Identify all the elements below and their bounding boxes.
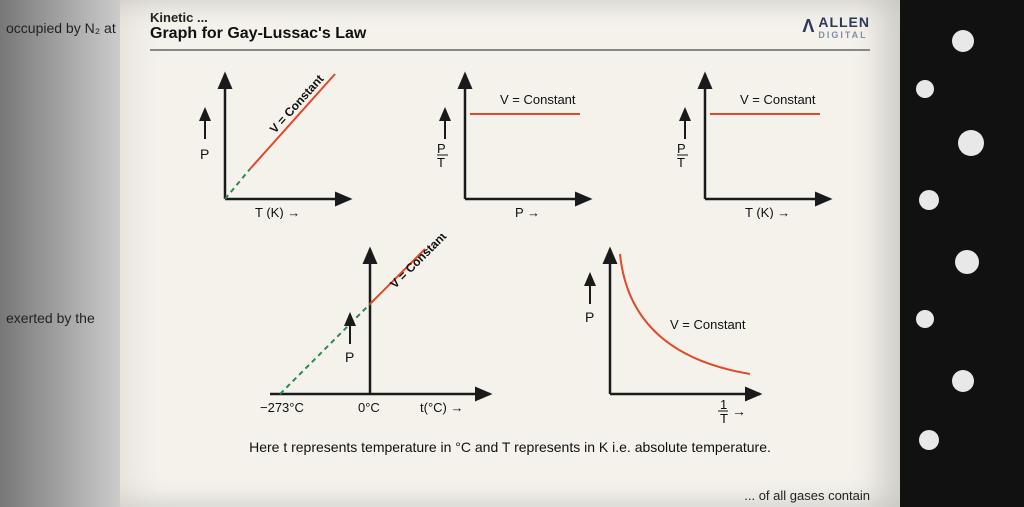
- logo: Λ ALLEN DIGITAL: [802, 14, 870, 40]
- x0-label: 0°C: [358, 400, 380, 415]
- margin-text-2: exerted by the: [6, 310, 95, 326]
- logo-mark-icon: Λ: [802, 16, 814, 37]
- line-label: V = Constant: [387, 234, 449, 291]
- line-label: V = Constant: [740, 92, 816, 107]
- y-label: P: [585, 309, 594, 325]
- svg-text:T: T: [720, 411, 728, 424]
- chart-p-vs-1t: V = Constant P 1 T →: [560, 234, 780, 429]
- chart-p-vs-tk: V = Constant P T (K) →: [175, 59, 365, 224]
- cutoff-text: ... of all gases contain: [744, 488, 870, 503]
- line-label: V = Constant: [670, 317, 746, 332]
- margin-text-1: occupied by N₂ at: [6, 20, 116, 36]
- svg-text:T: T: [677, 155, 685, 170]
- x-label: T (K) →: [745, 205, 790, 219]
- line-label: V = Constant: [500, 92, 576, 107]
- caption-text: Here t represents temperature in °C and …: [150, 439, 870, 455]
- chart-svg: V = Constant P T P →: [415, 59, 605, 219]
- left-margin: occupied by N₂ at exerted by the: [0, 0, 120, 507]
- y-label: P: [345, 349, 354, 365]
- xneg-label: −273°C: [260, 400, 304, 415]
- page-title: Graph for Gay-Lussac's Law: [150, 25, 366, 43]
- x-label: T (K) →: [255, 205, 300, 219]
- logo-subtext: DIGITAL: [818, 30, 870, 40]
- header-row: Kinetic ... Graph for Gay-Lussac's Law Λ…: [150, 10, 870, 43]
- x-label: t(°C) →: [420, 400, 463, 415]
- chart-pt-vs-tk: V = Constant P T T (K) →: [655, 59, 845, 224]
- header-divider: [150, 49, 870, 51]
- chart-pt-vs-p: V = Constant P T P →: [415, 59, 605, 224]
- chart-p-vs-tc: V = Constant P −273°C 0°C t(°C) →: [240, 234, 500, 429]
- chart-svg: V = Constant P 1 T →: [560, 234, 780, 424]
- right-margin: [900, 0, 1024, 507]
- svg-text:P: P: [437, 141, 446, 156]
- y-label: P: [200, 146, 209, 162]
- svg-text:T: T: [437, 155, 445, 170]
- svg-text:1: 1: [720, 397, 727, 412]
- line-label: V = Constant: [267, 72, 327, 136]
- logo-text: ALLEN: [818, 14, 870, 30]
- svg-text:P: P: [677, 141, 686, 156]
- svg-text:→: →: [732, 403, 746, 419]
- chart-svg: V = Constant P T T (K) →: [655, 59, 845, 219]
- kinetic-label: Kinetic ...: [150, 10, 366, 25]
- x-label: P →: [515, 205, 540, 219]
- chart-svg: V = Constant P −273°C 0°C t(°C) →: [240, 234, 500, 424]
- chart-svg: V = Constant P T (K) →: [175, 59, 365, 219]
- page: Kinetic ... Graph for Gay-Lussac's Law Λ…: [120, 0, 900, 507]
- charts-row-2: V = Constant P −273°C 0°C t(°C) → V = Co…: [150, 234, 870, 429]
- charts-row-1: V = Constant P T (K) → V = Constant P T …: [150, 59, 870, 224]
